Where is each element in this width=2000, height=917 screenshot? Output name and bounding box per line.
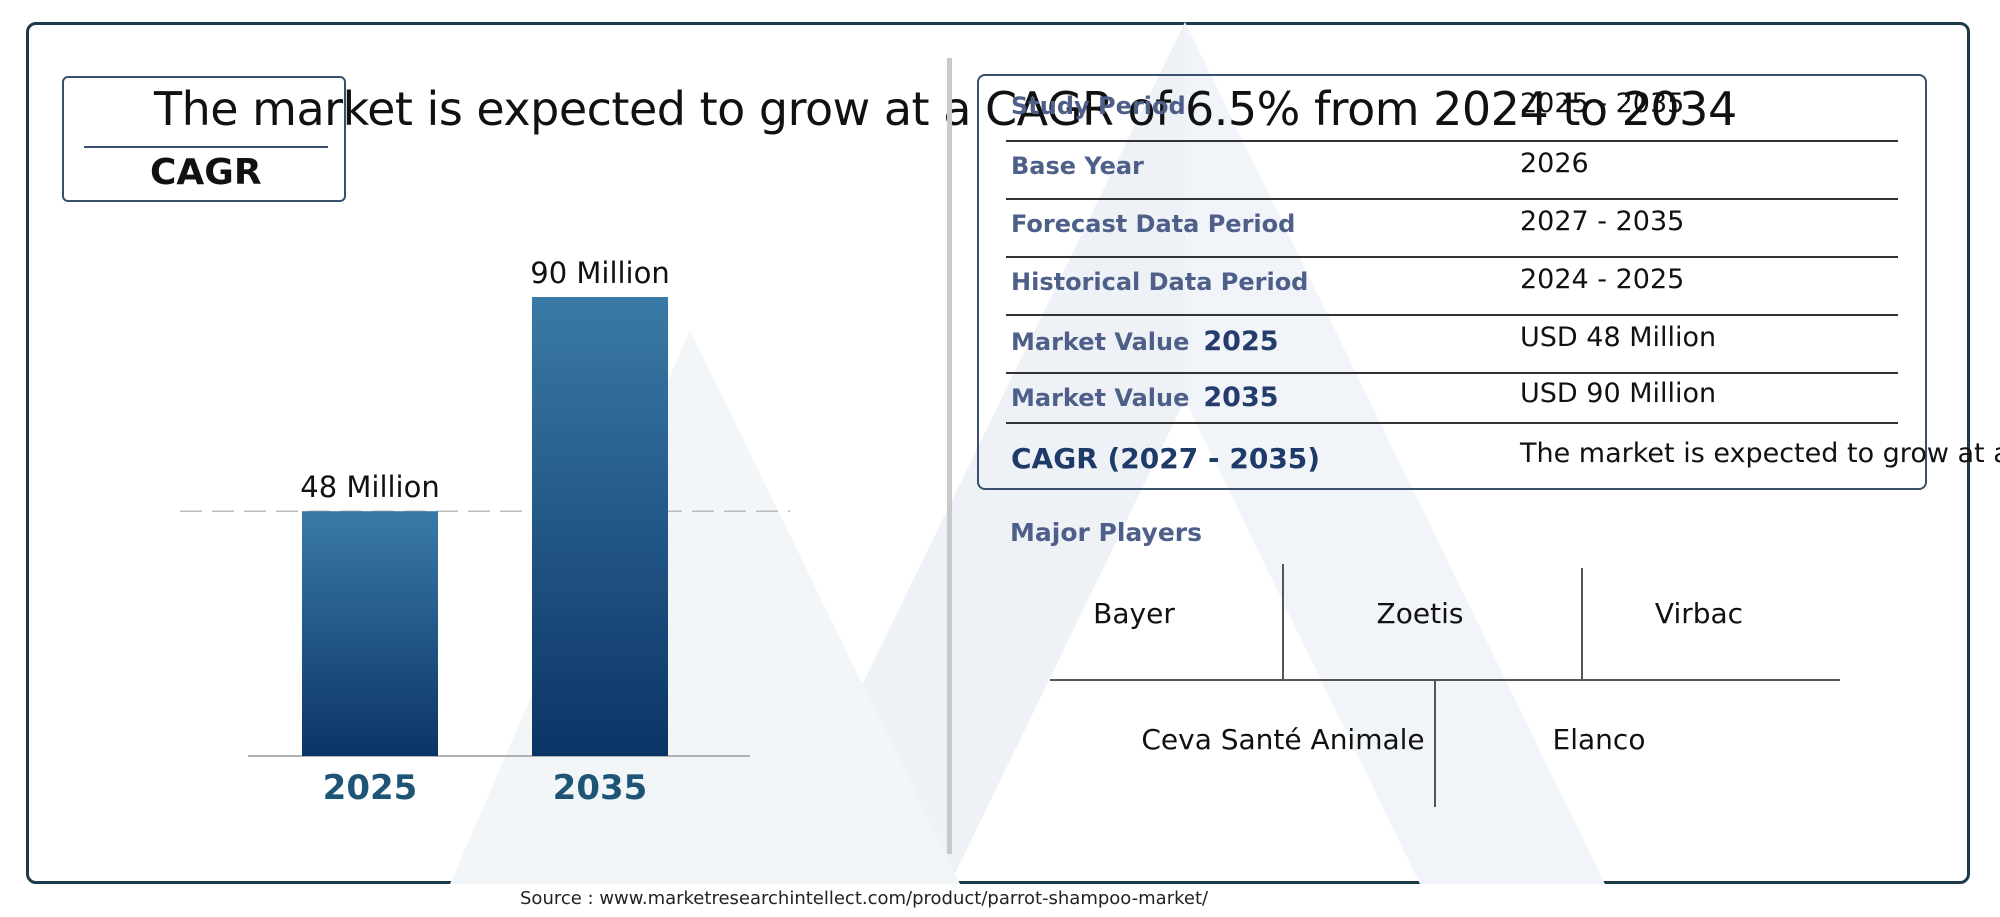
player-ceva: Ceva Santé Animale (1141, 723, 1425, 756)
bar-2025 (302, 511, 438, 756)
table-row-label: Forecast Data Period (1011, 210, 1295, 238)
major-players-title: Major Players (1010, 518, 1202, 547)
row-label-text: Forecast Data Period (1011, 210, 1296, 238)
panel-divider (947, 58, 952, 854)
row-label-text: Study Period (1011, 92, 1186, 120)
data-label-2035: 90 Million (530, 256, 670, 290)
x-tick-2035: 2035 (553, 768, 648, 808)
table-row-divider (1006, 256, 1898, 258)
table-row-label: Base Year (1011, 152, 1144, 180)
table-row-value: USD 90 Million (1520, 378, 1717, 409)
table-row-label: Historical Data Period (1011, 268, 1308, 296)
x-tick-2025: 2025 (323, 768, 418, 808)
player-elanco: Elanco (1552, 723, 1646, 756)
table-row-value: 2026 (1520, 148, 1589, 179)
table-row-label: Market Value 2025 (1011, 326, 1279, 357)
headline: The market is expected to grow at a CAGR… (154, 82, 1737, 136)
row-label-year: 2035 (1203, 382, 1279, 413)
players-divider-3 (1434, 679, 1436, 807)
cagr-row-label: CAGR (2027 - 2035) (1011, 442, 1321, 475)
row-label-text: Base Year (1011, 152, 1144, 180)
table-row-divider (1006, 140, 1898, 142)
table-row-divider (1006, 314, 1898, 316)
bar-chart: 48 Million 2025 90 Million 2035 (180, 256, 790, 808)
table-row-value: USD 48 Million (1520, 322, 1717, 353)
table-row-value: 2024 - 2025 (1520, 264, 1685, 295)
cagr-label: CAGR (150, 152, 262, 193)
table-row-label: Study Period (1011, 92, 1186, 120)
player-zoetis: Zoetis (1376, 597, 1464, 630)
table-row-value: 2027 - 2035 (1520, 206, 1685, 237)
player-bayer: Bayer (1093, 597, 1175, 630)
players-divider-2 (1581, 568, 1583, 679)
cagr-row-value-clip: The market is expected to grow at a CAGR… (1518, 430, 2000, 484)
row-label-year: 2025 (1203, 326, 1279, 357)
data-label-2025: 48 Million (300, 470, 440, 504)
table-row-divider (1006, 422, 1898, 424)
cagr-divider (84, 146, 328, 148)
table-row-label: Market Value 2035 (1011, 382, 1279, 413)
cagr-row-value: The market is expected to grow at a CAGR… (1520, 438, 2000, 469)
report-summary-box (977, 74, 1927, 490)
source-note: Source : www.marketresearchintellect.com… (520, 888, 1209, 909)
players-divider-1 (1282, 564, 1284, 679)
player-virbac: Virbac (1654, 597, 1744, 630)
players-divider-h (1050, 679, 1840, 681)
table-row-value: 2025 - 2035 (1520, 88, 1685, 119)
bar-2035 (532, 297, 668, 756)
row-label-text: Market Value (1011, 328, 1190, 356)
row-label-text: Market Value (1011, 384, 1190, 412)
cagr-box (62, 76, 346, 202)
table-row-divider (1006, 372, 1898, 374)
row-label-text: Historical Data Period (1011, 268, 1309, 296)
table-row-divider (1006, 198, 1898, 200)
